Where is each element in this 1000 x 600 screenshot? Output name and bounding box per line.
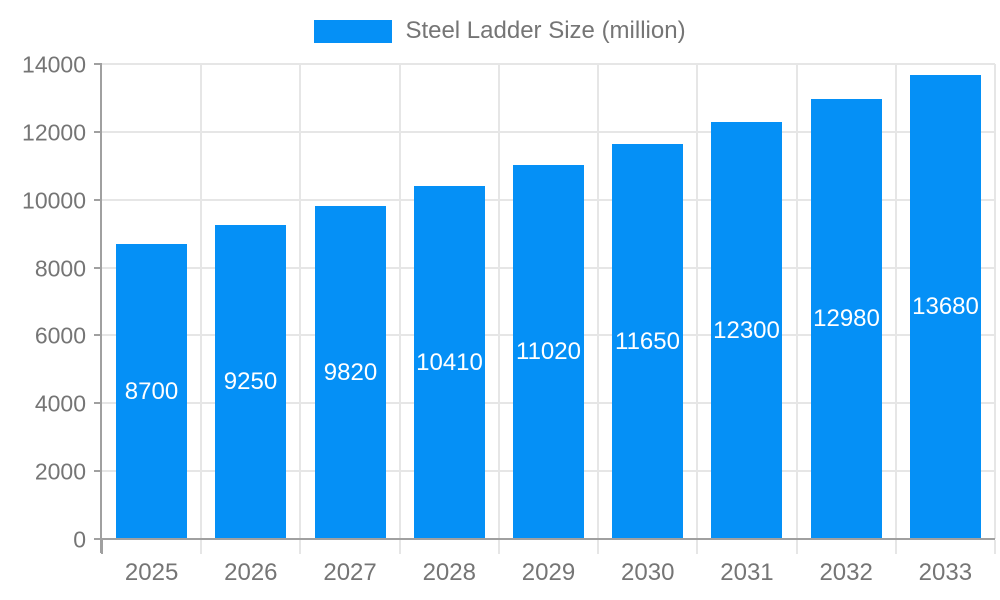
bar-value-label: 12300 bbox=[713, 316, 780, 344]
bar-value-label: 11650 bbox=[615, 327, 680, 355]
v-gridline bbox=[696, 64, 699, 539]
bar-2026: 9250 bbox=[215, 225, 286, 539]
x-axis-tick bbox=[299, 540, 302, 554]
y-axis-label: 2000 bbox=[34, 458, 86, 485]
bar-value-label: 13680 bbox=[912, 293, 979, 320]
bar-2029: 11020 bbox=[513, 165, 584, 539]
bar-2031: 12300 bbox=[711, 122, 782, 539]
x-axis-label: 2029 bbox=[521, 559, 576, 586]
y-axis-tick bbox=[94, 334, 102, 337]
bar-value-label: 12980 bbox=[813, 305, 880, 332]
y-axis-label: 10000 bbox=[22, 187, 86, 214]
x-axis-tick bbox=[597, 540, 600, 554]
y-axis-line bbox=[100, 64, 102, 553]
y-axis-label: 6000 bbox=[34, 322, 86, 349]
x-axis-tick bbox=[200, 540, 203, 554]
x-axis-tick bbox=[994, 540, 996, 554]
v-gridline bbox=[994, 64, 996, 539]
bar-2033: 13680 bbox=[910, 75, 981, 539]
bar-value-label: 11020 bbox=[516, 338, 581, 365]
bar-2027: 9820 bbox=[315, 206, 386, 539]
x-axis-tick bbox=[696, 540, 699, 554]
v-gridline bbox=[597, 64, 600, 539]
y-axis-label: 12000 bbox=[22, 119, 86, 146]
bar-2030: 11650 bbox=[612, 144, 683, 539]
bar-2028: 10410 bbox=[414, 186, 485, 539]
h-gridline bbox=[102, 63, 995, 65]
y-axis-label: 14000 bbox=[22, 51, 86, 78]
chart-legend[interactable]: Steel Ladder Size (million) bbox=[0, 12, 1000, 50]
x-axis-label: 2027 bbox=[323, 559, 377, 586]
y-axis-label: 4000 bbox=[34, 390, 86, 417]
y-axis-label: 0 bbox=[73, 526, 86, 553]
legend-label: Steel Ladder Size (million) bbox=[405, 17, 686, 44]
x-axis-label: 2028 bbox=[422, 559, 476, 586]
v-gridline bbox=[200, 64, 203, 539]
x-axis-label: 2031 bbox=[720, 559, 774, 586]
v-gridline bbox=[497, 64, 500, 539]
v-gridline bbox=[398, 64, 401, 539]
x-axis-tick bbox=[398, 540, 401, 554]
x-axis-line bbox=[102, 538, 995, 540]
bar-value-label: 9250 bbox=[223, 368, 278, 395]
x-axis-label: 2032 bbox=[819, 559, 873, 586]
bar-2032: 12980 bbox=[811, 99, 882, 539]
x-axis-label: 2030 bbox=[621, 559, 675, 586]
y-axis-label: 8000 bbox=[34, 255, 86, 282]
y-axis-tick bbox=[94, 198, 102, 201]
bar-value-label: 10410 bbox=[416, 348, 483, 376]
h-gridline bbox=[102, 130, 995, 133]
y-axis-tick bbox=[94, 130, 102, 133]
bar-2025: 8700 bbox=[116, 244, 187, 539]
y-axis-tick bbox=[94, 538, 102, 540]
v-gridline bbox=[299, 64, 302, 539]
x-axis-label: 2026 bbox=[224, 559, 278, 586]
y-axis-tick bbox=[94, 402, 102, 405]
x-axis-tick bbox=[497, 540, 500, 554]
x-axis-tick bbox=[894, 540, 897, 554]
bar-value-label: 8700 bbox=[124, 377, 179, 405]
plot-area: 8700 9250 9820 10410 11020 11650 12300 12980 136… bbox=[102, 63, 996, 539]
y-axis-tick bbox=[94, 63, 102, 65]
bar-value-label: 9820 bbox=[323, 358, 378, 386]
y-axis-tick bbox=[94, 470, 102, 473]
x-axis-tick bbox=[101, 540, 103, 554]
v-gridline bbox=[795, 64, 798, 539]
y-axis-tick bbox=[94, 266, 102, 269]
legend-swatch-icon bbox=[314, 19, 393, 43]
x-axis-tick bbox=[795, 540, 798, 554]
x-axis-label: 2033 bbox=[918, 559, 973, 586]
x-axis-label: 2025 bbox=[124, 559, 179, 586]
v-gridline bbox=[894, 64, 897, 539]
